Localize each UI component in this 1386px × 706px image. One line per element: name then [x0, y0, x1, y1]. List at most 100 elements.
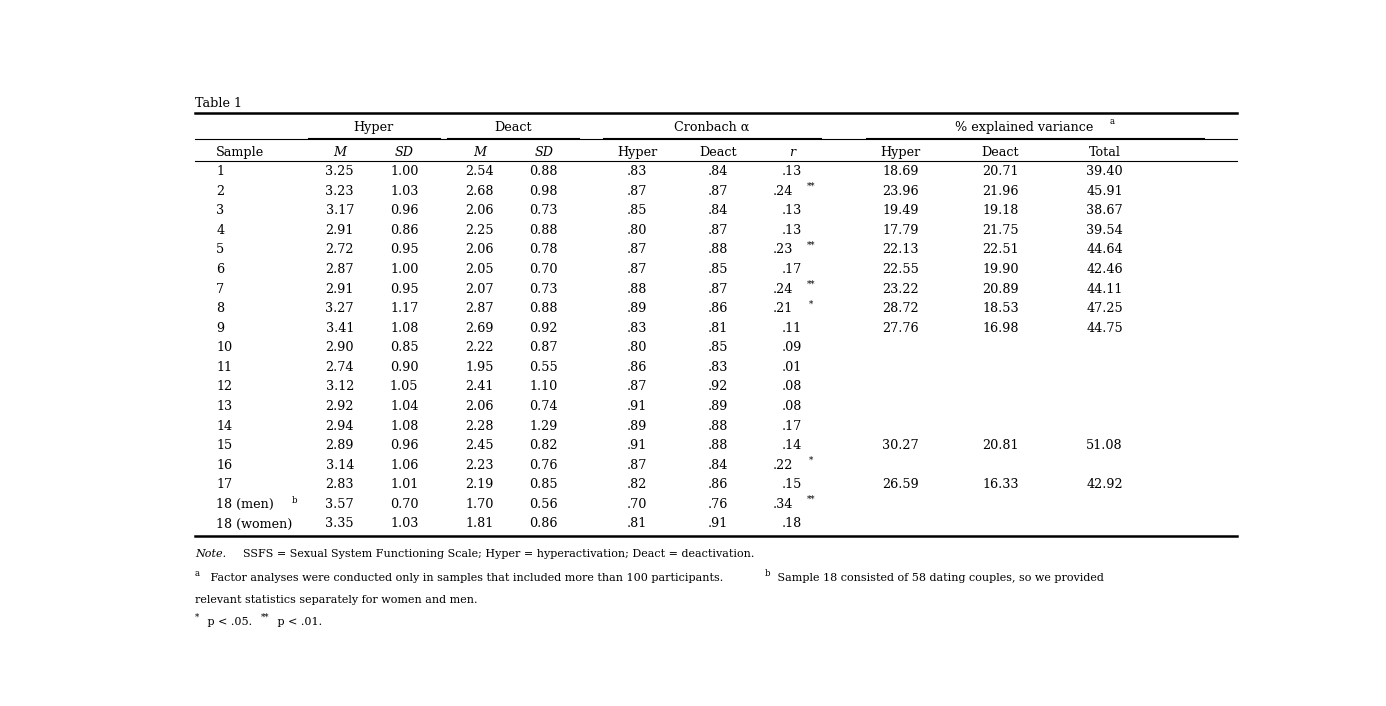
Text: 42.46: 42.46	[1087, 263, 1123, 276]
Text: .88: .88	[626, 282, 647, 296]
Text: Hyper: Hyper	[617, 145, 657, 159]
Text: .87: .87	[708, 224, 728, 237]
Text: 1.06: 1.06	[389, 459, 419, 472]
Text: .87: .87	[626, 244, 647, 256]
Text: 0.85: 0.85	[529, 479, 559, 491]
Text: 2.06: 2.06	[466, 244, 493, 256]
Text: .87: .87	[626, 381, 647, 393]
Text: 1.04: 1.04	[389, 400, 419, 413]
Text: 3.27: 3.27	[326, 302, 353, 315]
Text: .09: .09	[782, 341, 802, 354]
Text: 1.81: 1.81	[466, 517, 493, 530]
Text: 0.70: 0.70	[529, 263, 559, 276]
Text: Cronbach α: Cronbach α	[674, 121, 750, 133]
Text: .15: .15	[782, 479, 802, 491]
Text: .88: .88	[708, 419, 728, 433]
Text: Hyper: Hyper	[353, 121, 394, 133]
Text: p < .05.: p < .05.	[204, 617, 252, 627]
Text: 2: 2	[216, 185, 225, 198]
Text: Sample 18 consisted of 58 dating couples, so we provided: Sample 18 consisted of 58 dating couples…	[773, 573, 1103, 583]
Text: 10: 10	[216, 341, 233, 354]
Text: 12: 12	[216, 381, 233, 393]
Text: SD: SD	[395, 145, 413, 159]
Text: 2.90: 2.90	[326, 341, 353, 354]
Text: 0.76: 0.76	[529, 459, 559, 472]
Text: .91: .91	[708, 517, 728, 530]
Text: 16: 16	[216, 459, 233, 472]
Text: r: r	[789, 145, 796, 159]
Text: .85: .85	[626, 204, 647, 217]
Text: 2.94: 2.94	[326, 419, 353, 433]
Text: 0.96: 0.96	[389, 439, 419, 452]
Text: Hyper: Hyper	[880, 145, 920, 159]
Text: Deact: Deact	[495, 121, 532, 133]
Text: .80: .80	[626, 224, 647, 237]
Text: 2.68: 2.68	[466, 185, 493, 198]
Text: .85: .85	[708, 263, 728, 276]
Text: 3.14: 3.14	[326, 459, 353, 472]
Text: .83: .83	[626, 322, 647, 335]
Text: .89: .89	[626, 302, 647, 315]
Text: Table 1: Table 1	[194, 97, 241, 110]
Text: 0.95: 0.95	[389, 244, 419, 256]
Text: 1.08: 1.08	[389, 322, 419, 335]
Text: 17: 17	[216, 479, 233, 491]
Text: 0.90: 0.90	[389, 361, 419, 374]
Text: 2.05: 2.05	[466, 263, 493, 276]
Text: b: b	[765, 569, 771, 578]
Text: M: M	[473, 145, 486, 159]
Text: 0.86: 0.86	[389, 224, 419, 237]
Text: 3.41: 3.41	[326, 322, 353, 335]
Text: 2.54: 2.54	[466, 165, 493, 178]
Text: .83: .83	[626, 165, 647, 178]
Text: .76: .76	[708, 498, 728, 511]
Text: 3.35: 3.35	[326, 517, 353, 530]
Text: 3.17: 3.17	[326, 204, 353, 217]
Text: 22.55: 22.55	[881, 263, 919, 276]
Text: 14: 14	[216, 419, 233, 433]
Text: Note.: Note.	[194, 549, 226, 559]
Text: 44.64: 44.64	[1087, 244, 1123, 256]
Text: 23.22: 23.22	[881, 282, 919, 296]
Text: 2.22: 2.22	[466, 341, 493, 354]
Text: .13: .13	[782, 204, 802, 217]
Text: 0.74: 0.74	[529, 400, 559, 413]
Text: 0.88: 0.88	[529, 302, 559, 315]
Text: **: **	[807, 280, 815, 289]
Text: 18 (women): 18 (women)	[216, 517, 292, 530]
Text: 1: 1	[216, 165, 225, 178]
Text: .86: .86	[708, 302, 728, 315]
Text: a: a	[194, 569, 200, 578]
Text: .01: .01	[782, 361, 802, 374]
Text: *: *	[809, 299, 814, 309]
Text: 39.40: 39.40	[1087, 165, 1123, 178]
Text: 18.69: 18.69	[883, 165, 919, 178]
Text: .08: .08	[782, 400, 802, 413]
Text: 2.87: 2.87	[466, 302, 493, 315]
Text: 18.53: 18.53	[983, 302, 1019, 315]
Text: .83: .83	[708, 361, 728, 374]
Text: p < .01.: p < .01.	[274, 617, 323, 627]
Text: 45.91: 45.91	[1087, 185, 1123, 198]
Text: 2.23: 2.23	[466, 459, 493, 472]
Text: 11: 11	[216, 361, 233, 374]
Text: 2.07: 2.07	[466, 282, 493, 296]
Text: .81: .81	[626, 517, 647, 530]
Text: 9: 9	[216, 322, 225, 335]
Text: 0.73: 0.73	[529, 282, 559, 296]
Text: 20.71: 20.71	[983, 165, 1019, 178]
Text: 51.08: 51.08	[1087, 439, 1123, 452]
Text: **: **	[807, 182, 815, 191]
Text: .89: .89	[626, 419, 647, 433]
Text: .11: .11	[782, 322, 802, 335]
Text: 21.96: 21.96	[983, 185, 1019, 198]
Text: 4: 4	[216, 224, 225, 237]
Text: 1.05: 1.05	[389, 381, 419, 393]
Text: 20.81: 20.81	[983, 439, 1019, 452]
Text: .17: .17	[782, 419, 802, 433]
Text: 1.00: 1.00	[389, 263, 419, 276]
Text: 38.67: 38.67	[1087, 204, 1123, 217]
Text: .81: .81	[708, 322, 728, 335]
Text: 16.98: 16.98	[983, 322, 1019, 335]
Text: 20.89: 20.89	[983, 282, 1019, 296]
